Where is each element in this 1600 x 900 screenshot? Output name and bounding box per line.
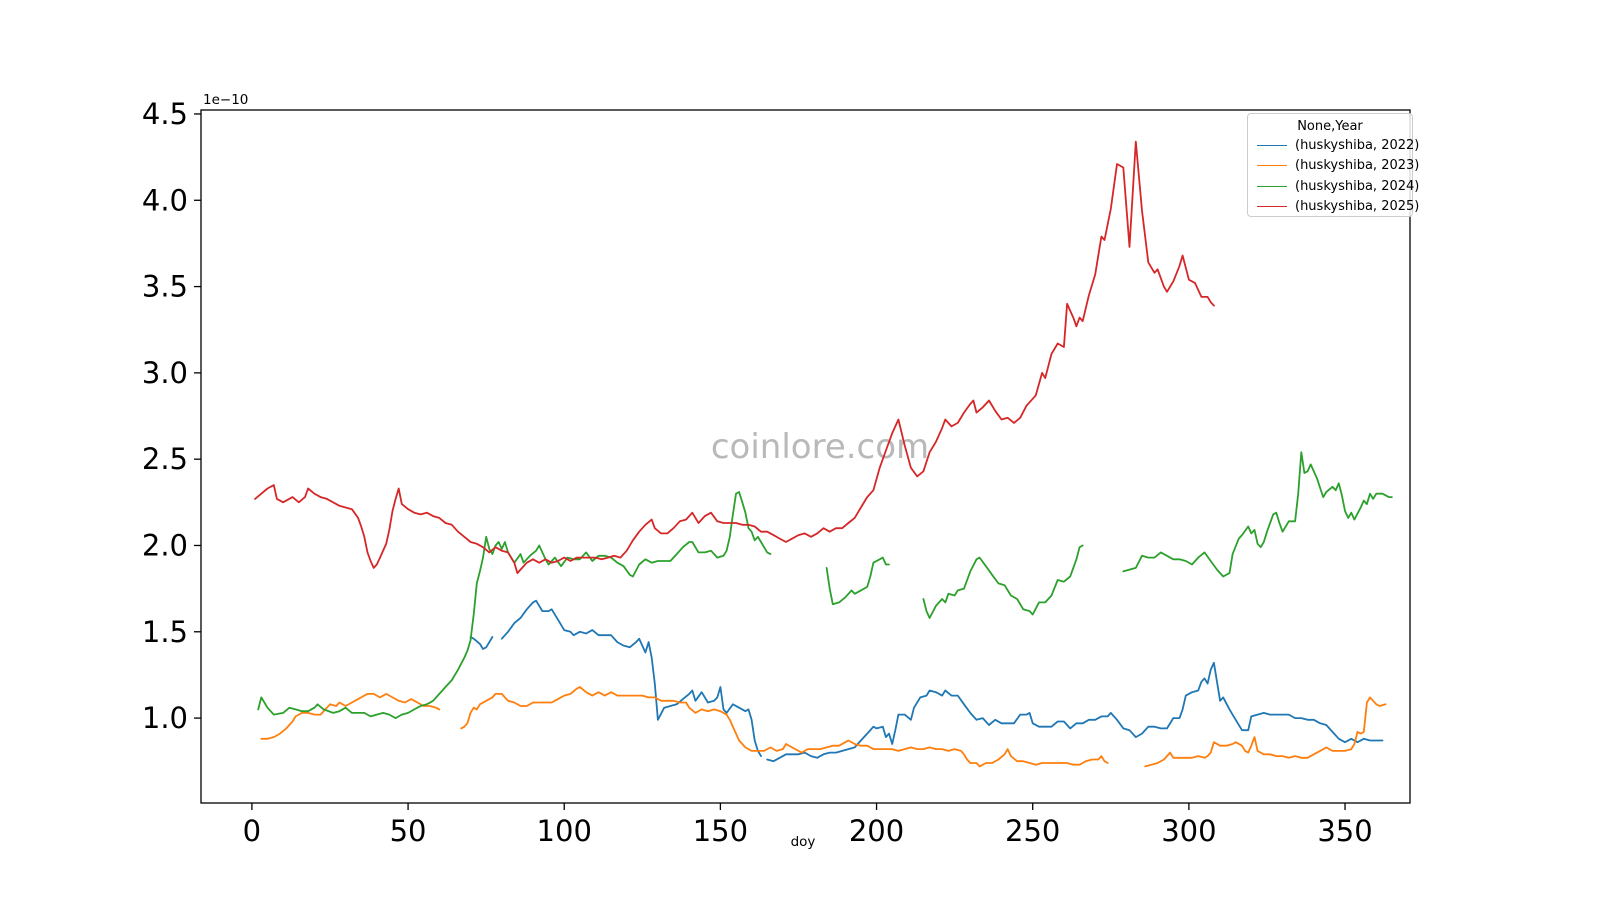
- x-tick-label: 300: [1161, 814, 1216, 848]
- y-tick-label: 1.5: [142, 615, 188, 649]
- axis-ticks: 0 50 100 150 200 250 300 350 1.0 1.5 2.0 2.5 3.0 3.5 4…: [142, 97, 1373, 848]
- legend-line-sample-2024: [1257, 185, 1287, 187]
- y-tick-label: 3.5: [142, 270, 188, 304]
- x-tick-label: 150: [693, 814, 748, 848]
- legend-entry-2023: (huskyshiba, 2023): [1248, 156, 1419, 177]
- series-line (huskyshiba, 2024): [922, 544, 1084, 619]
- series-line (huskyshiba, 2025): [254, 140, 1215, 574]
- y-tick-label: 2.0: [142, 528, 188, 562]
- x-tick-label: 100: [537, 814, 592, 848]
- x-tick-label: 0: [243, 814, 261, 848]
- legend-label-2024: (huskyshiba, 2024): [1295, 178, 1420, 194]
- series-line (huskyshiba, 2022): [469, 636, 494, 650]
- series-line (huskyshiba, 2024): [1122, 451, 1393, 578]
- axes-spines: [200, 109, 1411, 804]
- x-tick-label: 350: [1317, 814, 1372, 848]
- series-line (huskyshiba, 2023): [260, 693, 441, 740]
- legend-box: None,Year (huskyshiba, 2022) (huskyshiba…: [1247, 113, 1419, 218]
- series-line (huskyshiba, 2022): [500, 599, 762, 757]
- legend-title: None,Year: [1297, 119, 1363, 134]
- y-tick-label: 3.0: [142, 356, 188, 390]
- y-tick-label: 4.5: [142, 97, 188, 131]
- x-tick-label: 250: [1005, 814, 1060, 848]
- legend-entry-2022: (huskyshiba, 2022): [1248, 135, 1419, 156]
- x-tick-label: 50: [390, 814, 427, 848]
- legend-line-sample-2023: [1257, 165, 1287, 167]
- y-tick-label: 1.0: [142, 701, 188, 735]
- legend-entry-2025: (huskyshiba, 2025): [1248, 197, 1419, 218]
- legend-label-2025: (huskyshiba, 2025): [1295, 199, 1420, 215]
- legend-label-2023: (huskyshiba, 2023): [1295, 158, 1420, 174]
- legend-line-sample-2022: [1257, 144, 1287, 146]
- watermark-text: coinlore.com: [711, 427, 929, 467]
- legend-line-sample-2025: [1257, 206, 1287, 208]
- y-tick-label: 2.5: [142, 442, 188, 476]
- series-line (huskyshiba, 2023): [1144, 696, 1387, 768]
- x-axis-label: doy: [791, 834, 816, 850]
- data-series-lines: [254, 140, 1393, 768]
- legend-entry-2024: (huskyshiba, 2024): [1248, 176, 1419, 197]
- series-line (huskyshiba, 2024): [257, 491, 772, 719]
- y-axis-offset-text: 1e−10: [203, 92, 248, 108]
- x-tick-label: 200: [849, 814, 904, 848]
- series-line (huskyshiba, 2023): [460, 686, 1109, 768]
- y-tick-label: 4.0: [142, 183, 188, 217]
- series-line (huskyshiba, 2022): [766, 661, 1384, 763]
- legend-label-2022: (huskyshiba, 2022): [1295, 137, 1420, 153]
- series-line (huskyshiba, 2024): [825, 556, 890, 606]
